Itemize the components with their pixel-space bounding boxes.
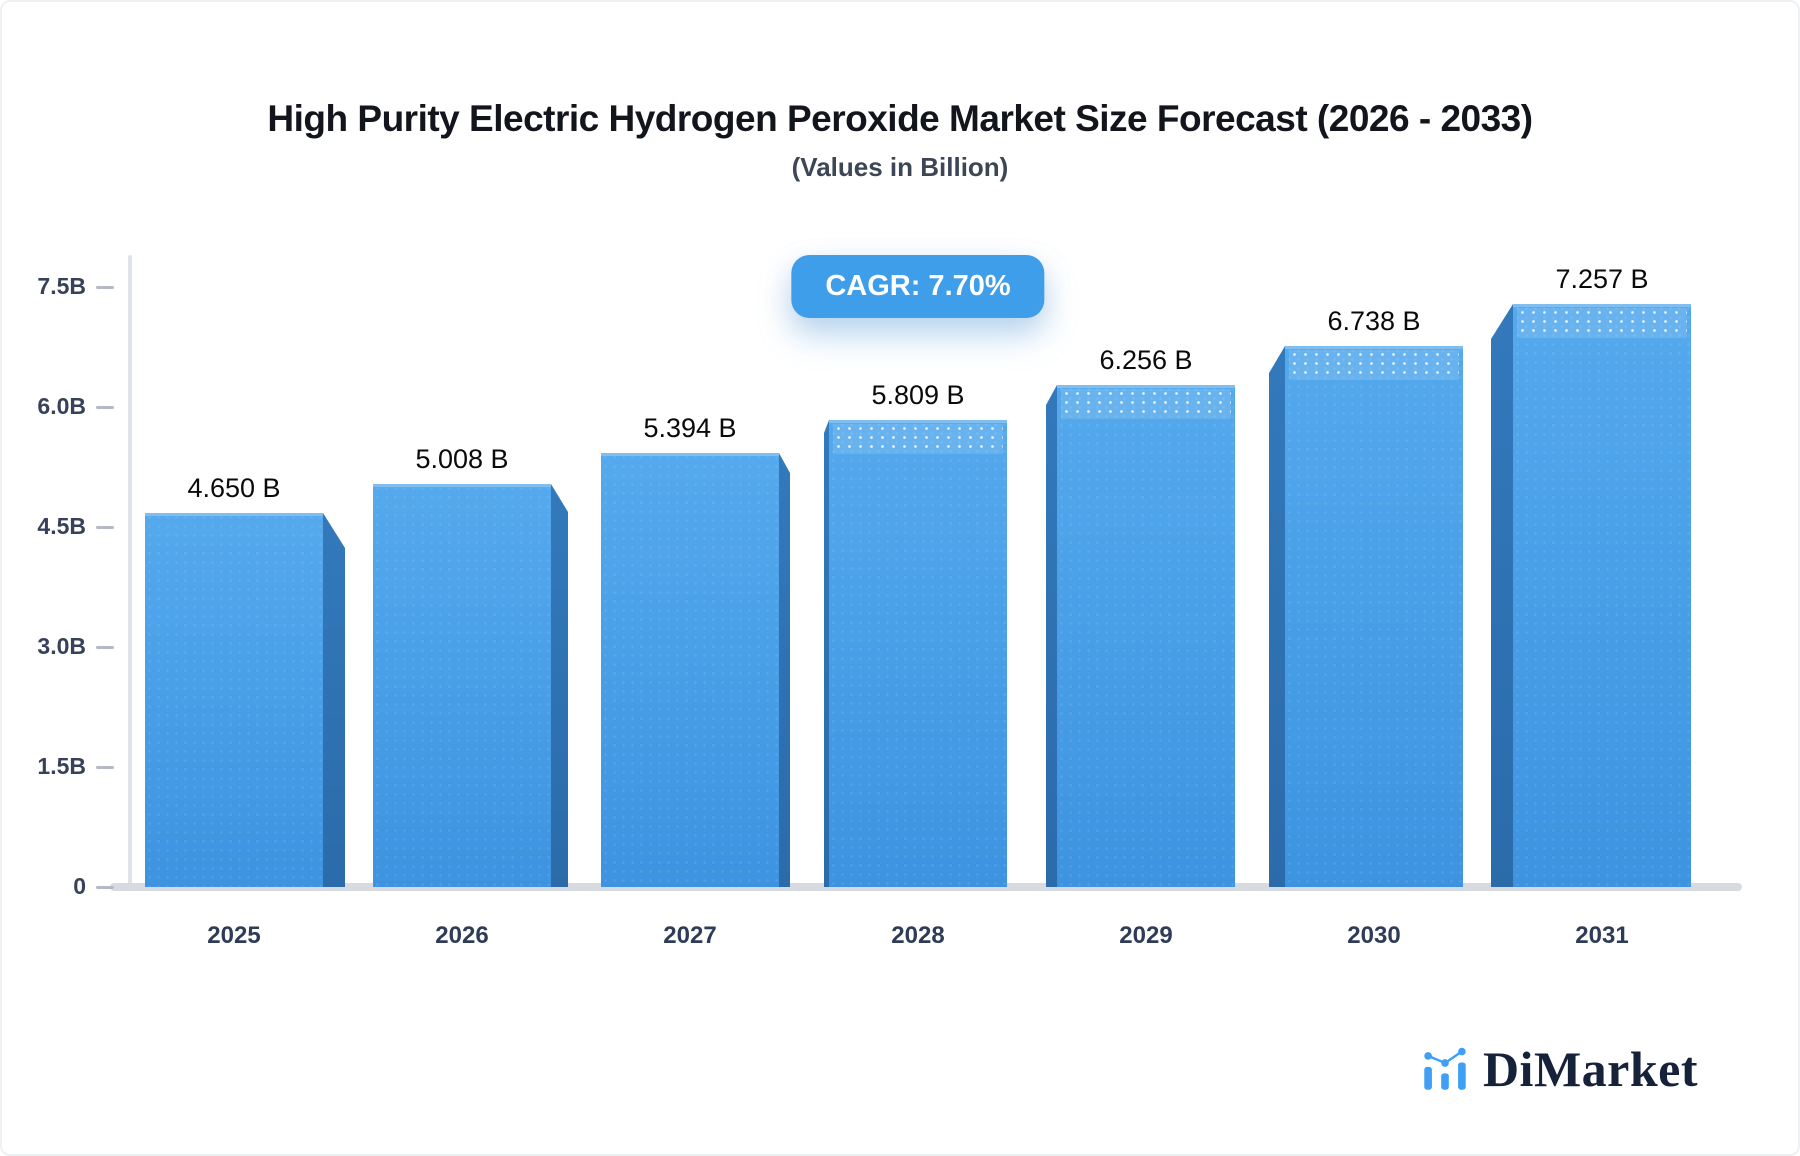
- y-axis-tick-mark: [96, 405, 114, 409]
- bar-side-face: [779, 453, 790, 887]
- bar-value-label: 6.256 B: [1099, 345, 1193, 375]
- x-axis-label: 2031: [1575, 922, 1629, 949]
- brand-name: DiMarket: [1482, 1041, 1698, 1097]
- y-axis-tick-label: 7.5B: [37, 273, 86, 299]
- y-axis-tick-mark: [96, 525, 114, 529]
- x-axis-baseline: [110, 883, 1742, 891]
- cagr-badge-label: CAGR: 7.70%: [825, 270, 1011, 302]
- bar-dot-band: [1289, 350, 1459, 380]
- bar-dot-band: [1061, 389, 1231, 419]
- x-axis-label: 2030: [1347, 922, 1401, 949]
- y-axis-tick-label: 4.5B: [37, 513, 86, 539]
- bar-value-label: 5.008 B: [415, 444, 509, 474]
- cagr-badge: CAGR: 7.70%: [791, 255, 1045, 318]
- y-axis-tick-mark: [96, 645, 114, 649]
- y-axis-tick-mark: [96, 885, 114, 889]
- bar-dot-band: [1517, 308, 1687, 338]
- bar-side-face: [323, 513, 345, 887]
- page-title: High Purity Electric Hydrogen Peroxide M…: [267, 98, 1533, 139]
- bar-2025: [145, 513, 323, 887]
- bar-value-label: 5.394 B: [643, 413, 737, 443]
- y-axis-line: [128, 255, 132, 887]
- bar-side-face: [1491, 304, 1513, 887]
- y-axis-tick-label: 1.5B: [37, 753, 86, 779]
- bar-side-face: [824, 420, 829, 887]
- bar-value-label: 5.809 B: [871, 380, 965, 410]
- bar-2031: [1513, 304, 1691, 887]
- x-axis-label: 2026: [435, 922, 489, 949]
- y-axis-tick-label: 0: [73, 873, 86, 899]
- x-axis-label: 2025: [207, 922, 261, 949]
- y-axis-tick-label: 3.0B: [37, 633, 86, 659]
- y-axis-tick-mark: [96, 765, 114, 769]
- bar-dot-band: [833, 424, 1003, 454]
- bar-side-face: [1046, 385, 1057, 887]
- bar-side-face: [551, 484, 568, 887]
- bar-value-label: 6.738 B: [1327, 306, 1421, 336]
- bar-2029: [1057, 385, 1235, 887]
- x-axis-label: 2027: [663, 922, 717, 949]
- bar-2026: [373, 484, 551, 887]
- x-axis-label: 2029: [1119, 922, 1173, 949]
- page-subtitle: (Values in Billion): [791, 152, 1009, 182]
- bar-value-label: 4.650 B: [187, 473, 281, 503]
- y-axis-tick-mark: [96, 285, 114, 289]
- y-axis-tick-label: 6.0B: [37, 393, 86, 419]
- brand-logo: DiMarket: [1421, 1040, 1698, 1098]
- x-axis-label: 2028: [891, 922, 945, 949]
- bar-2027: [601, 453, 779, 887]
- bar-chart-logo-icon: [1424, 1047, 1466, 1090]
- bar-2028: [829, 420, 1007, 887]
- bar-2030: [1285, 346, 1463, 887]
- bar-value-label: 7.257 B: [1555, 264, 1649, 294]
- bar-side-face: [1269, 346, 1285, 887]
